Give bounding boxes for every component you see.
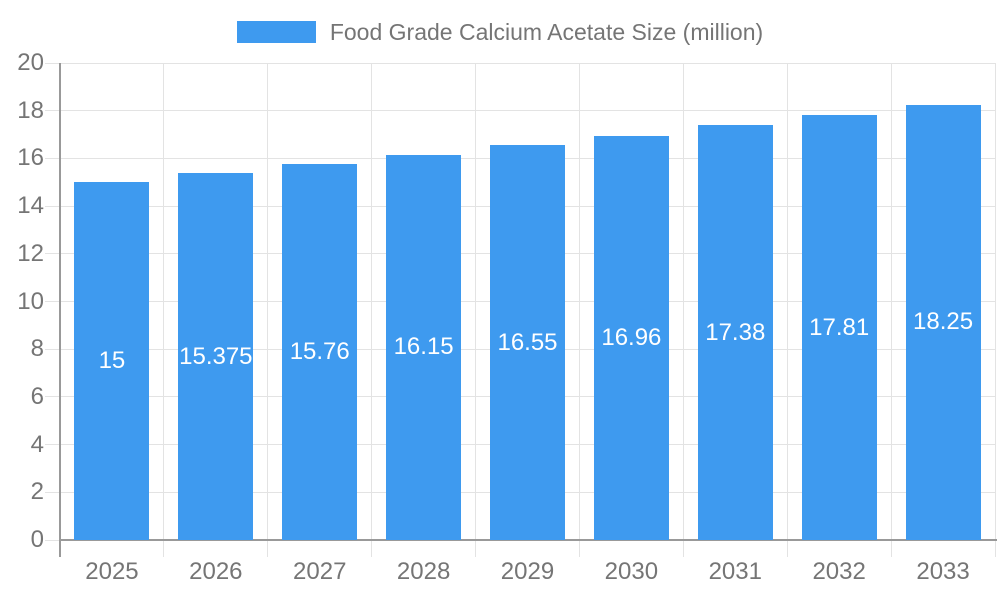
- x-gridline: [994, 63, 996, 557]
- x-gridline: [786, 63, 788, 557]
- x-gridline: [682, 63, 684, 557]
- x-axis-tick-label: 2031: [708, 558, 762, 585]
- bar-value-label: 17.81: [809, 313, 870, 341]
- legend-swatch: [236, 21, 316, 43]
- bar-2025: 15: [74, 182, 150, 540]
- bar-2026: 15.375: [178, 173, 254, 540]
- y-axis-tick-label: 2: [30, 478, 44, 506]
- x-gridline: [267, 63, 269, 557]
- x-gridline: [163, 63, 165, 557]
- y-gridline: [45, 62, 995, 64]
- bar-value-label: 17.38: [705, 318, 766, 346]
- y-axis-tick-label: 14: [17, 192, 44, 220]
- bar-value-label: 16.96: [601, 323, 662, 351]
- bar-value-label: 15.375: [179, 342, 253, 370]
- x-axis-tick-label: 2033: [916, 558, 970, 585]
- y-axis-tick-label: 12: [17, 239, 44, 267]
- bar-2031: 17.38: [697, 125, 773, 540]
- y-axis-tick-label: 20: [17, 49, 44, 76]
- bar-value-label: 15: [98, 347, 126, 375]
- legend-item[interactable]: Food Grade Calcium Acetate Size (million…: [0, 19, 1000, 45]
- y-axis-tick-label: 16: [17, 144, 44, 172]
- y-axis-tick-label: 8: [30, 335, 44, 363]
- legend-label: Food Grade Calcium Acetate Size (million…: [329, 19, 764, 45]
- y-axis-tick-label: 0: [30, 526, 44, 553]
- y-axis-tick-label: 10: [17, 287, 44, 315]
- x-gridline: [890, 63, 892, 557]
- x-axis-tick-label: 2028: [396, 558, 451, 585]
- y-axis-tick-label: 6: [30, 382, 44, 410]
- bar-2029: 16.55: [490, 145, 565, 540]
- bar-2027: 15.76: [282, 164, 358, 540]
- x-axis-tick-label: 2026: [189, 558, 243, 585]
- x-axis-tick-label: 2032: [812, 558, 866, 585]
- bar-value-label: 16.15: [393, 333, 454, 361]
- bar-value-label: 15.76: [289, 338, 350, 366]
- bar-2030: 16.96: [593, 135, 669, 540]
- y-axis-tick-label: 4: [30, 430, 44, 458]
- y-axis-tick-label: 18: [17, 96, 44, 124]
- x-axis-tick-label: 2029: [500, 558, 555, 585]
- bar-2032: 17.81: [801, 115, 877, 540]
- x-axis-line: [59, 539, 997, 541]
- x-axis-tick-label: 2027: [293, 558, 347, 585]
- x-gridline: [371, 63, 373, 557]
- bar-value-label: 16.55: [497, 328, 558, 356]
- y-axis-line: [59, 63, 61, 557]
- y-gridline: [45, 110, 995, 112]
- bar-value-label: 18.25: [913, 308, 974, 336]
- bar-2033: 18.25: [905, 104, 981, 540]
- x-axis-tick-label: 2025: [85, 558, 139, 585]
- bar-2028: 16.15: [386, 154, 462, 540]
- x-gridline: [475, 63, 477, 557]
- x-gridline: [578, 63, 580, 557]
- x-axis-tick-label: 2030: [604, 558, 659, 585]
